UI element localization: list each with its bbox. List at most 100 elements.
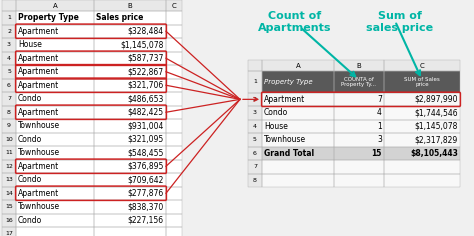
Text: Apartment: Apartment (18, 67, 59, 76)
Bar (94, 11, 166, 25)
Text: $2,317,829: $2,317,829 (415, 135, 458, 144)
Text: A: A (296, 63, 301, 68)
Bar (166, 227, 182, 236)
Bar (16, 132, 94, 146)
Bar (166, 25, 182, 38)
Bar (2, 92, 16, 105)
Bar (166, 200, 182, 214)
Text: 15: 15 (5, 204, 13, 209)
Bar (94, 11, 166, 25)
Text: Townhouse: Townhouse (18, 148, 60, 157)
Bar (248, 160, 262, 174)
Text: 5: 5 (253, 137, 257, 142)
Bar (262, 133, 334, 147)
Text: Apartment: Apartment (18, 162, 59, 171)
Bar (16, 119, 94, 132)
Text: Apartment: Apartment (18, 54, 59, 63)
Text: $1,145,078: $1,145,078 (415, 122, 458, 131)
Bar (2, 160, 16, 173)
Bar (384, 133, 460, 147)
Text: $376,895: $376,895 (128, 162, 164, 171)
Bar (16, 132, 94, 146)
Bar (94, 200, 166, 214)
Bar (16, 79, 94, 92)
Bar (166, 119, 182, 132)
Text: 1: 1 (253, 79, 257, 84)
Bar (16, 11, 94, 25)
Bar (166, 0, 182, 11)
Bar (94, 25, 166, 38)
Bar (166, 146, 182, 160)
Bar (94, 51, 166, 65)
Text: $227,156: $227,156 (128, 216, 164, 225)
Bar (334, 120, 384, 133)
Bar (166, 132, 182, 146)
Text: $1,145,078: $1,145,078 (120, 40, 164, 49)
Text: 5: 5 (7, 69, 11, 74)
Text: Apartment: Apartment (18, 189, 59, 198)
Bar (248, 71, 262, 93)
Bar (94, 79, 166, 92)
Text: 3: 3 (253, 110, 257, 115)
Bar (94, 25, 166, 38)
Bar (16, 119, 94, 132)
Bar (166, 186, 182, 200)
Text: 1: 1 (7, 15, 11, 20)
Text: Condo: Condo (18, 216, 42, 225)
Bar (334, 133, 384, 147)
Bar (166, 92, 182, 105)
Bar (384, 93, 460, 106)
Bar (248, 93, 262, 106)
Bar (248, 60, 262, 71)
Text: 7: 7 (377, 95, 382, 104)
Text: $486,653: $486,653 (128, 94, 164, 103)
Bar (94, 92, 166, 105)
Bar (166, 25, 182, 38)
Text: 4: 4 (377, 108, 382, 117)
Bar (248, 174, 262, 187)
Bar (2, 0, 16, 11)
Bar (2, 65, 16, 79)
Bar (16, 11, 94, 25)
Bar (384, 147, 460, 160)
Bar (248, 120, 262, 133)
Text: 4: 4 (253, 124, 257, 129)
Text: C: C (172, 3, 176, 8)
Bar (166, 79, 182, 92)
Bar (166, 173, 182, 186)
Bar (94, 0, 166, 11)
Text: Apartment: Apartment (264, 95, 305, 104)
Bar (16, 65, 94, 79)
Bar (2, 92, 16, 105)
Bar (94, 160, 166, 173)
Text: C: C (419, 63, 424, 68)
Bar (2, 79, 16, 92)
Text: $548,455: $548,455 (128, 148, 164, 157)
Bar (16, 200, 94, 214)
Bar (16, 51, 94, 65)
Bar (248, 106, 262, 120)
Bar (16, 173, 94, 186)
Bar (384, 106, 460, 120)
Bar (16, 105, 94, 119)
Bar (2, 173, 16, 186)
Bar (334, 160, 384, 174)
Text: $931,004: $931,004 (128, 121, 164, 130)
Text: Grand Total: Grand Total (264, 149, 314, 158)
Text: A: A (53, 3, 57, 8)
Bar (166, 11, 182, 25)
Bar (262, 147, 334, 160)
Bar (248, 106, 262, 120)
Text: 15: 15 (372, 149, 382, 158)
Text: 6: 6 (7, 83, 11, 88)
Text: Condo: Condo (18, 175, 42, 184)
Bar (2, 132, 16, 146)
Text: 3: 3 (7, 42, 11, 47)
Bar (262, 106, 334, 120)
Bar (384, 93, 460, 106)
Bar (248, 71, 262, 93)
Bar (334, 174, 384, 187)
Bar (16, 214, 94, 227)
Text: 10: 10 (5, 137, 13, 142)
Bar (2, 227, 16, 236)
